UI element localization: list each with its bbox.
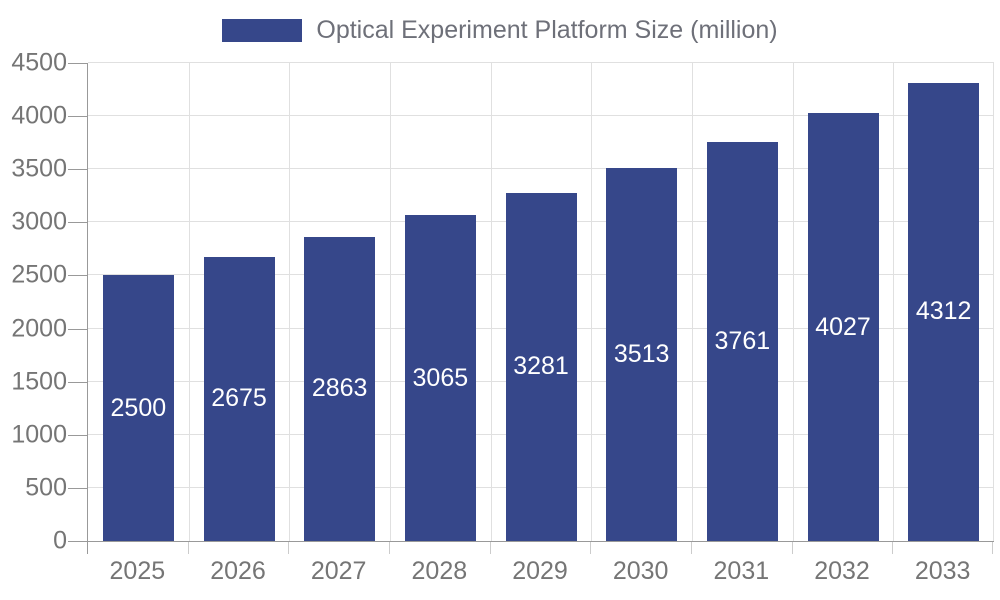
y-axis-tick-label: 3000: [11, 207, 67, 236]
bar-value-label: 4027: [815, 312, 871, 341]
x-axis-tick-label: 2031: [713, 557, 770, 585]
bar-2032: 4027: [807, 113, 879, 541]
gridline-vertical: [490, 63, 492, 541]
legend-item[interactable]: Optical Experiment Platform Size (millio…: [0, 8, 1000, 52]
bar-value-label: 3513: [613, 339, 670, 368]
bar-2028: 3065: [404, 215, 476, 541]
y-axis-tick-mark: [68, 169, 87, 171]
bar-value-label: 2500: [110, 393, 167, 422]
y-axis-tick-label: 0: [53, 526, 67, 555]
gridline-vertical: [792, 63, 794, 541]
y-axis-tick-label: 3500: [11, 154, 67, 183]
y-axis-tick-mark: [68, 222, 87, 224]
gridline-horizontal: [88, 62, 994, 63]
x-axis-tick-label: 2029: [512, 557, 568, 585]
gridline-vertical: [993, 63, 994, 541]
y-axis-tick-label: 4000: [11, 101, 67, 130]
y-axis-tick-label: 2000: [11, 314, 67, 343]
x-axis-tick-label: 2032: [814, 557, 870, 585]
x-axis-tick-mark: [187, 542, 189, 554]
gridline-vertical: [893, 63, 895, 541]
x-axis-tick-mark: [892, 542, 894, 554]
legend-swatch: [222, 18, 303, 42]
x-axis-tick-label: 2025: [109, 557, 166, 585]
x-axis-tick-mark: [691, 542, 692, 554]
x-axis-tick-label: 2028: [411, 557, 468, 585]
plot-area: 2500 2675 2863 3065 3281 3513 3761 4027 4312: [87, 62, 994, 542]
y-axis-tick-mark: [68, 487, 87, 489]
x-axis-tick-mark: [489, 542, 491, 554]
y-axis-tick-label: 500: [25, 473, 67, 502]
y-axis-tick-mark: [68, 116, 87, 118]
gridline-vertical: [692, 63, 693, 541]
x-axis-tick-mark: [288, 542, 290, 554]
gridline-vertical: [591, 63, 593, 541]
x-axis-tick-mark: [590, 542, 592, 554]
y-axis-tick-mark: [68, 541, 87, 542]
x-axis-tick-mark: [992, 542, 993, 554]
bar-2026: 2675: [203, 256, 275, 541]
y-axis-spine-extension: [87, 541, 88, 554]
y-axis-tick-mark: [68, 381, 87, 383]
y-axis-tick-mark: [68, 63, 87, 64]
bar-2033: 4312: [908, 82, 980, 541]
x-axis-tick-label: 2033: [914, 557, 971, 585]
y-axis-tick-label: 4500: [11, 48, 67, 77]
y-axis-tick-label: 1500: [11, 367, 67, 396]
bar-value-label: 3281: [513, 352, 569, 381]
bar-value-label: 2675: [211, 384, 267, 413]
bar-value-label: 3761: [714, 326, 771, 355]
gridline-horizontal: [88, 168, 994, 170]
bar-value-label: 2863: [311, 374, 368, 403]
x-axis-tick-label: 2026: [210, 557, 266, 585]
gridline-vertical: [289, 63, 291, 541]
bar-2025: 2500: [102, 275, 174, 541]
bar-2030: 3513: [606, 167, 678, 541]
x-axis-tick-label: 2027: [310, 557, 367, 585]
x-axis-tick-mark: [791, 542, 793, 554]
bar-value-label: 3065: [412, 363, 469, 392]
bar-2027: 2863: [304, 236, 376, 541]
x-axis-tick-label: 2030: [612, 557, 669, 585]
x-axis-tick-mark: [389, 542, 390, 554]
y-axis-tick-label: 1000: [11, 420, 67, 449]
y-axis-tick-label: 2500: [11, 260, 67, 289]
y-axis-tick-mark: [68, 275, 87, 277]
gridline-horizontal: [88, 115, 994, 117]
gridline-vertical: [188, 63, 190, 541]
gridline-vertical: [390, 63, 391, 541]
bar-2031: 3761: [706, 141, 778, 541]
bar-2029: 3281: [505, 192, 577, 541]
y-axis-tick-mark: [68, 328, 87, 330]
legend-label: Optical Experiment Platform Size (millio…: [316, 15, 778, 44]
y-axis-tick-mark: [68, 434, 87, 436]
bar-value-label: 4312: [915, 297, 972, 326]
